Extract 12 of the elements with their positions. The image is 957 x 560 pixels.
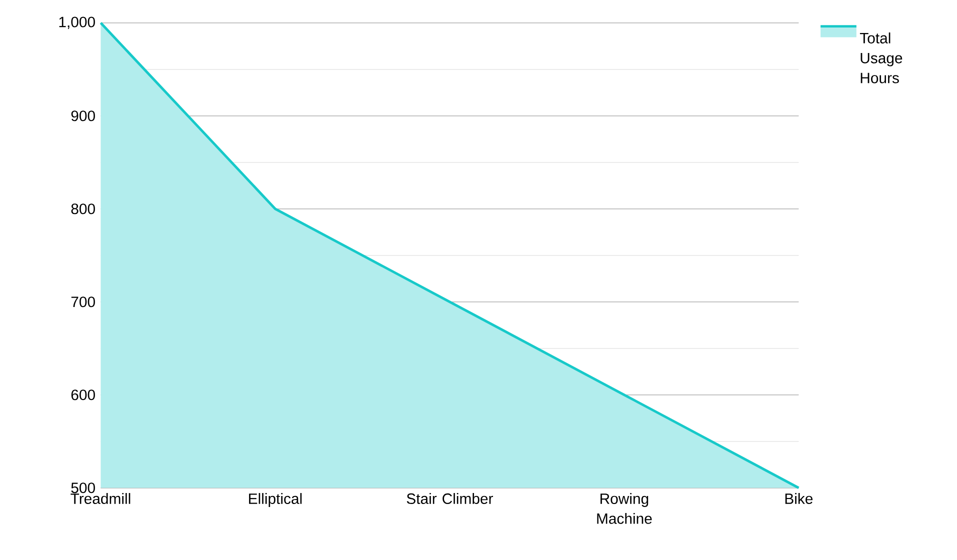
y-tick-label: 800 bbox=[71, 204, 95, 214]
y-tick-label: 900 bbox=[71, 110, 95, 122]
y-tick-label: 600 bbox=[71, 390, 95, 400]
x-tick-label: Treadmill bbox=[70, 493, 130, 504]
x-tick-label: Rowing Machine bbox=[597, 493, 652, 524]
x-tick-label: Stair Climber bbox=[406, 493, 494, 504]
legend-label: Total Usage Hours bbox=[860, 32, 902, 84]
x-tick-label: Elliptical bbox=[249, 493, 302, 508]
y-tick-label: 700 bbox=[71, 296, 95, 308]
x-tick-label: Bike bbox=[785, 493, 813, 504]
y-tick-label: 500 bbox=[71, 482, 95, 494]
y-tick-label: 1,000 bbox=[59, 16, 95, 30]
